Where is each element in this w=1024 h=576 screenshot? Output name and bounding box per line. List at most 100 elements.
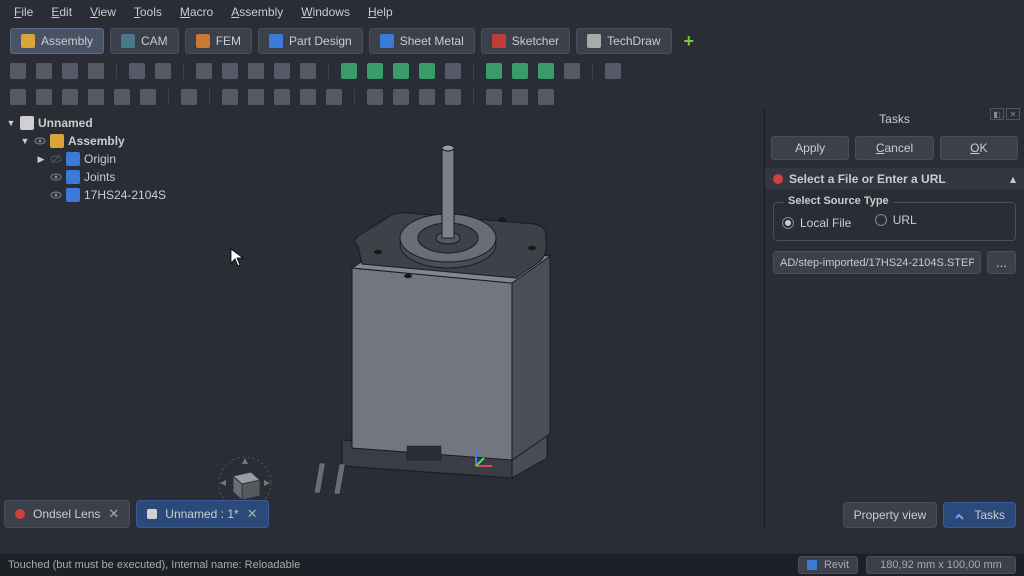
workbench-assembly[interactable]: Assembly: [10, 28, 104, 54]
tasks-title: Tasks: [765, 108, 1024, 130]
view4-icon[interactable]: [564, 63, 580, 79]
menu-file[interactable]: File: [6, 2, 41, 22]
asm-icon-3[interactable]: [62, 89, 78, 105]
toolbar-row-1: [0, 58, 1024, 84]
browse-button[interactable]: ...: [987, 251, 1016, 274]
undo-icon[interactable]: [129, 63, 145, 79]
menu-help[interactable]: Help: [360, 2, 401, 22]
save-icon[interactable]: [62, 63, 78, 79]
workbench-sheetmetal[interactable]: Sheet Metal: [369, 28, 475, 54]
3d-viewport[interactable]: [200, 108, 764, 528]
visibility-icon[interactable]: [50, 189, 62, 201]
asm-icon-13[interactable]: [367, 89, 383, 105]
view1-icon[interactable]: [486, 63, 502, 79]
tab-unnamed[interactable]: Unnamed : 1* ✕: [136, 500, 268, 528]
detach-icon[interactable]: ◧: [990, 108, 1004, 120]
visibility-icon[interactable]: [50, 153, 62, 165]
menu-view[interactable]: View: [82, 2, 124, 22]
tab-label: Property view: [854, 508, 927, 522]
group-legend: Select Source Type: [784, 195, 893, 207]
file-path-input[interactable]: [773, 251, 981, 274]
asm-icon-8[interactable]: [222, 89, 238, 105]
box-icon[interactable]: [222, 63, 238, 79]
zoom-select-icon[interactable]: [393, 63, 409, 79]
gear-icon[interactable]: [88, 63, 104, 79]
tab-ondsel-lens[interactable]: Ondsel Lens ✕: [4, 500, 130, 528]
asm-icon-18[interactable]: [512, 89, 528, 105]
close-panel-icon[interactable]: ✕: [1006, 108, 1020, 120]
visibility-icon[interactable]: [50, 171, 62, 183]
asm-icon-16[interactable]: [445, 89, 461, 105]
status-message: Touched (but must be executed), Internal…: [8, 559, 300, 571]
add-workbench-button[interactable]: +: [678, 31, 701, 52]
refresh-icon[interactable]: [196, 63, 212, 79]
workbench-fem[interactable]: FEM: [185, 28, 252, 54]
asm-icon-15[interactable]: [419, 89, 435, 105]
asm-icon-10[interactable]: [274, 89, 290, 105]
menu-windows[interactable]: Windows: [293, 2, 358, 22]
radio-url[interactable]: URL: [875, 213, 917, 227]
open-icon[interactable]: [36, 63, 52, 79]
tree-doc[interactable]: ▼ Unnamed: [4, 114, 196, 132]
asm-icon-4[interactable]: [88, 89, 104, 105]
select-icon[interactable]: [605, 63, 621, 79]
tree-label: Unnamed: [38, 116, 93, 130]
workbench-label: Sheet Metal: [400, 34, 464, 48]
expander-icon[interactable]: ▼: [6, 118, 16, 128]
close-tab-icon[interactable]: ✕: [247, 506, 258, 522]
render-icon[interactable]: [419, 63, 435, 79]
copy-icon[interactable]: [248, 63, 264, 79]
tree-joints[interactable]: ▶ Joints: [4, 168, 196, 186]
menu-tools[interactable]: Tools: [126, 2, 170, 22]
asm-icon-5[interactable]: [114, 89, 130, 105]
braces-icon[interactable]: [300, 63, 316, 79]
asm-icon-1[interactable]: [10, 89, 26, 105]
asm-icon-11[interactable]: [300, 89, 316, 105]
asm-icon-7[interactable]: [181, 89, 197, 105]
tree-label: Origin: [84, 152, 116, 166]
menu-edit[interactable]: Edit: [43, 2, 80, 22]
zoom-in-icon[interactable]: [367, 63, 383, 79]
close-tab-icon[interactable]: ✕: [108, 506, 119, 522]
visibility-icon[interactable]: [34, 135, 46, 147]
new-icon[interactable]: [10, 63, 26, 79]
asm-icon-17[interactable]: [486, 89, 502, 105]
menu-assembly[interactable]: Assembly: [223, 2, 291, 22]
menu-bar: File Edit View Tools Macro Assembly Wind…: [0, 0, 1024, 24]
expander-icon[interactable]: ▶: [36, 154, 46, 165]
asm-icon-12[interactable]: [326, 89, 342, 105]
asm-icon-6[interactable]: [140, 89, 156, 105]
workbench-partdesign[interactable]: Part Design: [258, 28, 363, 54]
asm-icon-2[interactable]: [36, 89, 52, 105]
asm-icon-19[interactable]: [538, 89, 554, 105]
link-icon[interactable]: [274, 63, 290, 79]
cancel-button[interactable]: Cancel: [855, 136, 933, 160]
zoom-fit-icon[interactable]: [341, 63, 357, 79]
apply-button[interactable]: Apply: [771, 136, 849, 160]
asm-icon-14[interactable]: [393, 89, 409, 105]
expander-icon[interactable]: ▼: [20, 136, 30, 146]
panel-tabs: Property view Tasks: [843, 502, 1016, 528]
redo-icon[interactable]: [155, 63, 171, 79]
view2-icon[interactable]: [512, 63, 528, 79]
asm-icon-9[interactable]: [248, 89, 264, 105]
tree-assembly[interactable]: ▼ Assembly: [4, 132, 196, 150]
workbench-sketcher[interactable]: Sketcher: [481, 28, 570, 54]
tab-tasks[interactable]: Tasks: [943, 502, 1016, 528]
workbench-label: Part Design: [289, 34, 352, 48]
collapse-icon[interactable]: ▴: [1010, 172, 1016, 186]
radio-local-file[interactable]: Local File: [782, 216, 851, 230]
tab-property-view[interactable]: Property view: [843, 502, 938, 528]
tree-origin[interactable]: ▶ Origin: [4, 150, 196, 168]
workbench-techdraw[interactable]: TechDraw: [576, 28, 671, 54]
workbench-cam[interactable]: CAM: [110, 28, 179, 54]
menu-macro[interactable]: Macro: [172, 2, 221, 22]
measure-icon[interactable]: [445, 63, 461, 79]
model-tree: ▼ Unnamed ▼ Assembly ▶ Origin ▶: [0, 108, 200, 528]
nav-style[interactable]: Revit: [798, 556, 858, 574]
tasks-panel: Tasks ◧ ✕ Apply Cancel OK Select a File …: [764, 108, 1024, 528]
task-section-header[interactable]: Select a File or Enter a URL ▴: [765, 168, 1024, 190]
view3-icon[interactable]: [538, 63, 554, 79]
tree-part[interactable]: ▶ 17HS24-2104S: [4, 186, 196, 204]
ok-button[interactable]: OK: [940, 136, 1018, 160]
